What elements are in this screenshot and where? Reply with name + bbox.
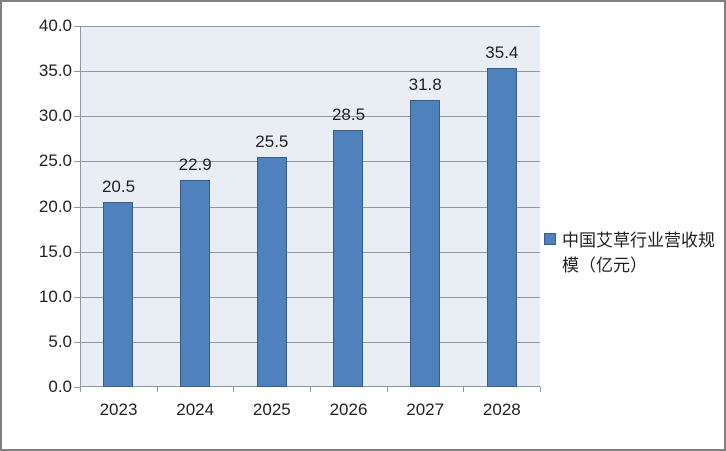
y-tick-mark — [74, 296, 80, 298]
x-tick-mark — [386, 387, 388, 392]
bar — [410, 100, 440, 387]
gridline — [81, 296, 540, 298]
gridline — [81, 251, 540, 253]
y-tick-mark — [74, 387, 80, 388]
y-tick-label: 30.0 — [38, 106, 72, 126]
bar — [256, 156, 287, 387]
gridline — [81, 26, 540, 27]
bar — [333, 129, 364, 387]
bar-value-label: 22.9 — [178, 155, 212, 175]
gridline — [81, 71, 540, 73]
x-tick-label: 2027 — [406, 400, 445, 419]
y-tick-mark — [74, 26, 80, 27]
bar-value-label: 31.8 — [408, 75, 442, 94]
bar — [486, 67, 517, 387]
legend-label: 中国艾草行业营收规模（亿元） — [562, 231, 715, 275]
x-tick-mark — [156, 387, 158, 392]
bar-value-label: 25.5 — [255, 131, 289, 151]
legend-swatch — [544, 233, 556, 245]
bar-value-label: 35.4 — [485, 42, 519, 62]
y-tick-label: 15.0 — [38, 241, 72, 261]
y-tick-label: 10.0 — [38, 286, 72, 306]
legend: 中国艾草行业营收规模（亿元） — [544, 228, 716, 278]
y-tick-label: 20.0 — [38, 196, 72, 216]
gridline — [81, 206, 540, 208]
bar — [180, 180, 210, 387]
gridline — [81, 161, 540, 163]
y-tick-mark — [74, 251, 80, 253]
bar — [103, 201, 134, 387]
gridline — [81, 341, 540, 343]
x-tick-mark — [233, 387, 235, 392]
y-tick-label: 0.0 — [48, 377, 72, 396]
x-tick-label: 2025 — [252, 400, 291, 419]
y-tick-label: 25.0 — [38, 151, 72, 171]
y-tick-label: 40.0 — [38, 16, 72, 35]
x-tick-label: 2028 — [482, 400, 521, 419]
bar-value-label: 28.5 — [331, 104, 366, 124]
gridline — [81, 116, 540, 118]
y-tick-mark — [74, 341, 80, 343]
x-tick-label: 2024 — [176, 400, 215, 419]
x-tick-mark — [540, 387, 541, 392]
x-tick-mark — [463, 387, 465, 392]
y-tick-label: 5.0 — [48, 331, 72, 351]
x-tick-mark — [80, 387, 81, 392]
y-tick-mark — [74, 161, 80, 163]
plot-area — [80, 26, 540, 387]
x-tick-mark — [310, 387, 311, 392]
y-tick-mark — [74, 206, 80, 208]
y-tick-label: 35.0 — [38, 61, 72, 81]
bar-value-label: 20.5 — [101, 176, 136, 196]
x-tick-label: 2026 — [329, 400, 368, 419]
y-tick-mark — [74, 71, 80, 73]
x-tick-label: 2023 — [99, 400, 138, 419]
y-tick-mark — [74, 116, 80, 118]
